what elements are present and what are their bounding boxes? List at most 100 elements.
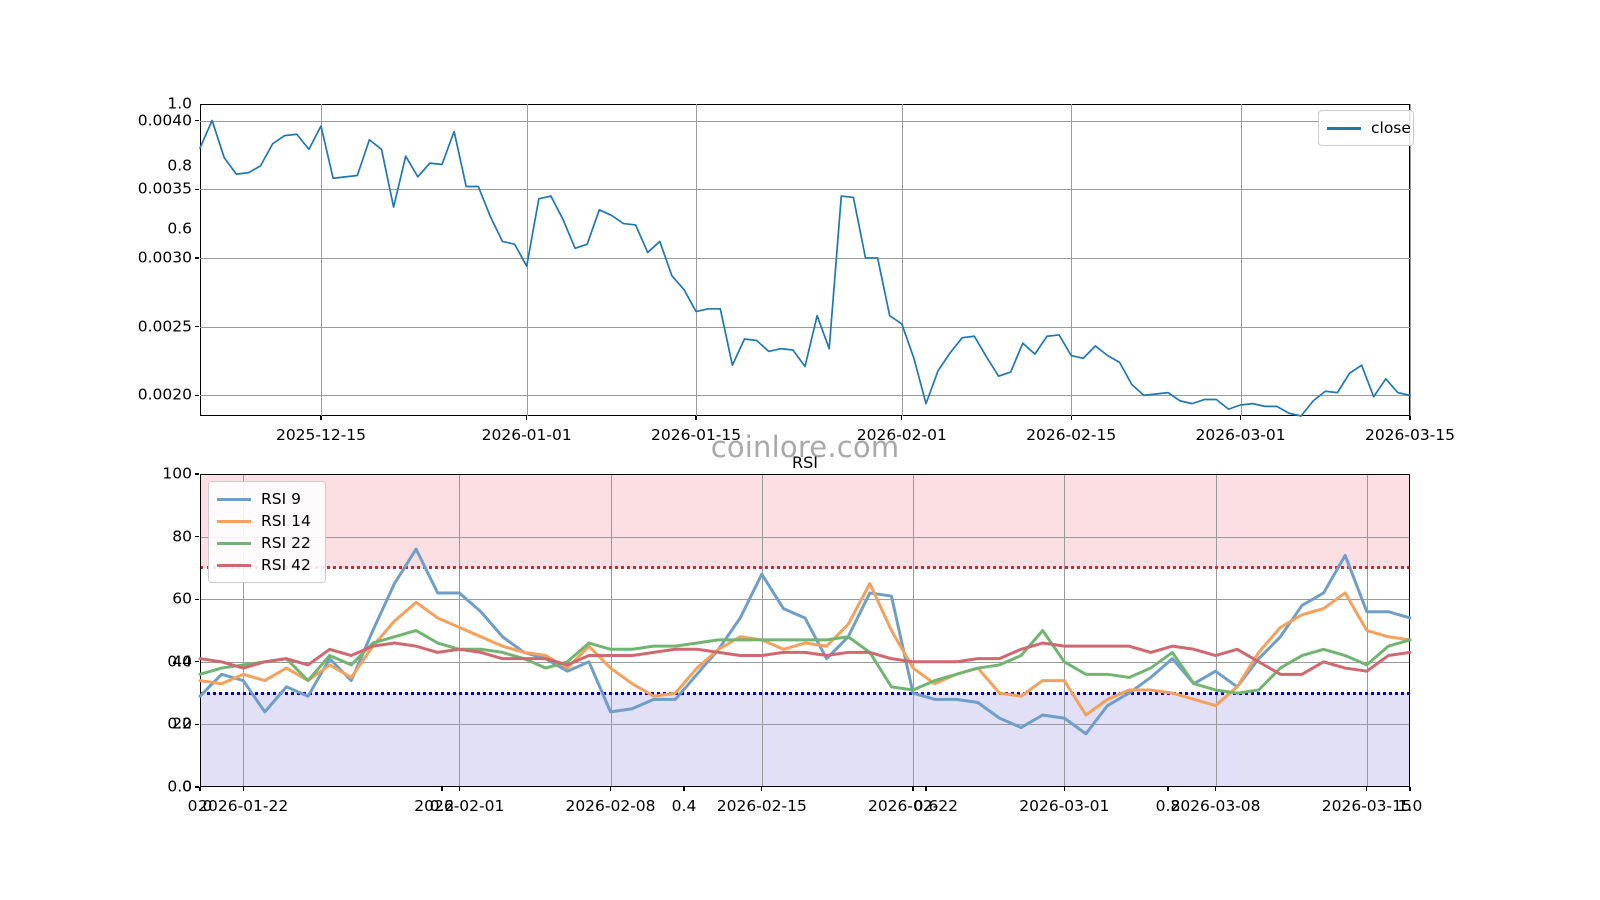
gridline-horizontal	[200, 536, 1410, 538]
rsi-series-svg	[198, 547, 1412, 736]
rsi-secondary-x-tick-label: 1.0	[1397, 797, 1423, 815]
rsi-x-tickmark	[242, 787, 244, 791]
price-secondary-y-tick-label: 0.8	[167, 156, 192, 175]
price-x-tickmark	[1239, 416, 1242, 420]
rsi-chart-panel	[198, 474, 1412, 787]
rsi-gridlines	[200, 474, 1410, 787]
rsi-band	[200, 693, 1410, 787]
gridline-horizontal	[200, 189, 1410, 191]
rsi-secondary-x-tick-label: 0.4	[671, 797, 697, 815]
rsi-secondary-x-tickmark	[683, 787, 685, 791]
rsi-secondary-x-tick-label: 0.2	[429, 797, 455, 815]
rsi-x-tick-label: 2026-03-01	[1019, 797, 1110, 815]
gridline-vertical	[459, 474, 461, 787]
rsi-x-tick-label: 2026-01-22	[198, 797, 289, 815]
price-series-svg	[199, 119, 1411, 417]
legend-label: RSI 42	[261, 556, 311, 574]
price-y-tickmark	[195, 394, 199, 396]
gridline-horizontal	[200, 724, 1410, 726]
legend-swatch-rsi-42	[217, 563, 251, 567]
gridline-vertical	[901, 104, 903, 416]
price-y-tickmark	[195, 119, 199, 122]
legend-item-rsi-22[interactable]: RSI 22	[217, 532, 316, 554]
legend-label: RSI 22	[261, 534, 311, 552]
rsi-secondary-y-tick-label: 0.0	[167, 777, 192, 796]
gridline-vertical	[1240, 104, 1242, 416]
rsi-y-tick-label: 0	[182, 777, 192, 796]
rsi-x-tick-label: 2026-03-08	[1170, 797, 1261, 815]
legend-item-rsi-42[interactable]: RSI 42	[217, 554, 316, 576]
rsi-panel-title: RSI	[792, 453, 818, 472]
rsi-x-tick-label: 2026-02-22	[867, 797, 959, 815]
rsi-x-tickmark	[458, 787, 460, 791]
price-legend[interactable]: close	[1318, 110, 1414, 146]
legend-swatch-close	[1327, 126, 1361, 130]
gridline-horizontal	[200, 326, 1410, 328]
legend-swatch-rsi-14	[217, 519, 251, 523]
price-x-tickmark	[901, 416, 903, 420]
gridline-vertical	[1410, 104, 1411, 416]
price-y-tick-label: 0.0025	[137, 316, 192, 335]
rsi-threshold-lines	[200, 474, 1410, 787]
price-x-tick-label: 2025-12-15	[275, 426, 367, 444]
rsi-secondary-x-tickmark	[1167, 787, 1169, 791]
price-x-tickmark	[1070, 416, 1072, 420]
rsi-x-tick-label: 2026-02-01	[414, 797, 505, 815]
gridline-horizontal	[200, 599, 1410, 601]
rsi-y-tickmark	[195, 661, 199, 663]
rsi-y-tick-label: 80	[172, 526, 192, 545]
rsi-secondary-x-tickmark	[925, 787, 927, 791]
price-x-tick-label: 2026-02-15	[1026, 426, 1117, 444]
coinlore-watermark: coinlore.com	[710, 430, 900, 464]
rsi-line-rsi-14	[198, 582, 1412, 717]
price-y-tick-label: 0.0030	[137, 248, 192, 267]
gridline-vertical	[1071, 104, 1073, 416]
price-x-tick-label: 2026-03-01	[1195, 426, 1286, 444]
legend-swatch-rsi-22	[217, 541, 251, 545]
rsi-secondary-y-tick-label: 0.4	[167, 652, 192, 671]
rsi-x-tick-label: 2026-02-08	[565, 797, 656, 815]
legend-swatch-rsi-9	[217, 497, 251, 501]
legend-label: RSI 14	[261, 512, 311, 530]
gridline-vertical	[1215, 474, 1217, 787]
rsi-x-tickmark	[1366, 787, 1368, 791]
gridline-vertical	[243, 474, 245, 787]
gridline-vertical	[696, 104, 698, 416]
rsi-legend[interactable]: RSI 9 RSI 14 RSI 22 RSI 42	[208, 481, 326, 583]
rsi-y-tickmark	[195, 598, 199, 600]
rsi-line-rsi-22	[198, 629, 1412, 695]
rsi-y-tick-label: 20	[172, 714, 192, 733]
legend-item-rsi-9[interactable]: RSI 9	[217, 488, 316, 510]
rsi-x-tick-label: 2026-03-15	[1321, 797, 1412, 815]
price-x-tickmark	[526, 416, 528, 420]
gridline-vertical	[913, 474, 914, 787]
gridline-vertical	[761, 474, 763, 787]
rsi-secondary-x-tickmark	[199, 787, 201, 791]
rsi-y-tick-label: 60	[172, 589, 192, 608]
rsi-secondary-x-tick-label: 0.0	[187, 797, 213, 815]
price-y-tickmark	[195, 188, 199, 190]
rsi-y-tickmark	[195, 473, 199, 475]
rsi-threshold-30	[200, 691, 1410, 695]
rsi-x-tick-label: 2026-02-15	[716, 797, 807, 815]
price-x-tick-label: 2026-01-15	[651, 426, 742, 444]
price-x-tick-label: 2026-01-01	[481, 426, 572, 444]
gridline-horizontal	[200, 120, 1410, 122]
gridline-horizontal	[200, 257, 1410, 259]
rsi-y-tick-label: 40	[172, 652, 192, 671]
gridline-horizontal	[200, 661, 1410, 663]
price-axes-frame	[200, 104, 1410, 416]
price-y-tick-label: 0.0035	[137, 179, 192, 198]
legend-item-rsi-14[interactable]: RSI 14	[217, 510, 316, 532]
price-y-tick-label: 0.0020	[137, 385, 192, 404]
price-x-tickmark	[695, 416, 697, 420]
legend-label: RSI 9	[261, 490, 301, 508]
legend-item-close[interactable]: close	[1327, 117, 1411, 139]
rsi-x-tickmark	[1214, 787, 1217, 791]
rsi-secondary-x-tickmark	[1409, 787, 1411, 791]
rsi-secondary-y-tick-label: 0.2	[167, 714, 192, 733]
rsi-band	[200, 474, 1410, 568]
price-secondary-y-tick-label: 0.6	[167, 219, 192, 238]
rsi-y-tickmark	[195, 723, 199, 726]
